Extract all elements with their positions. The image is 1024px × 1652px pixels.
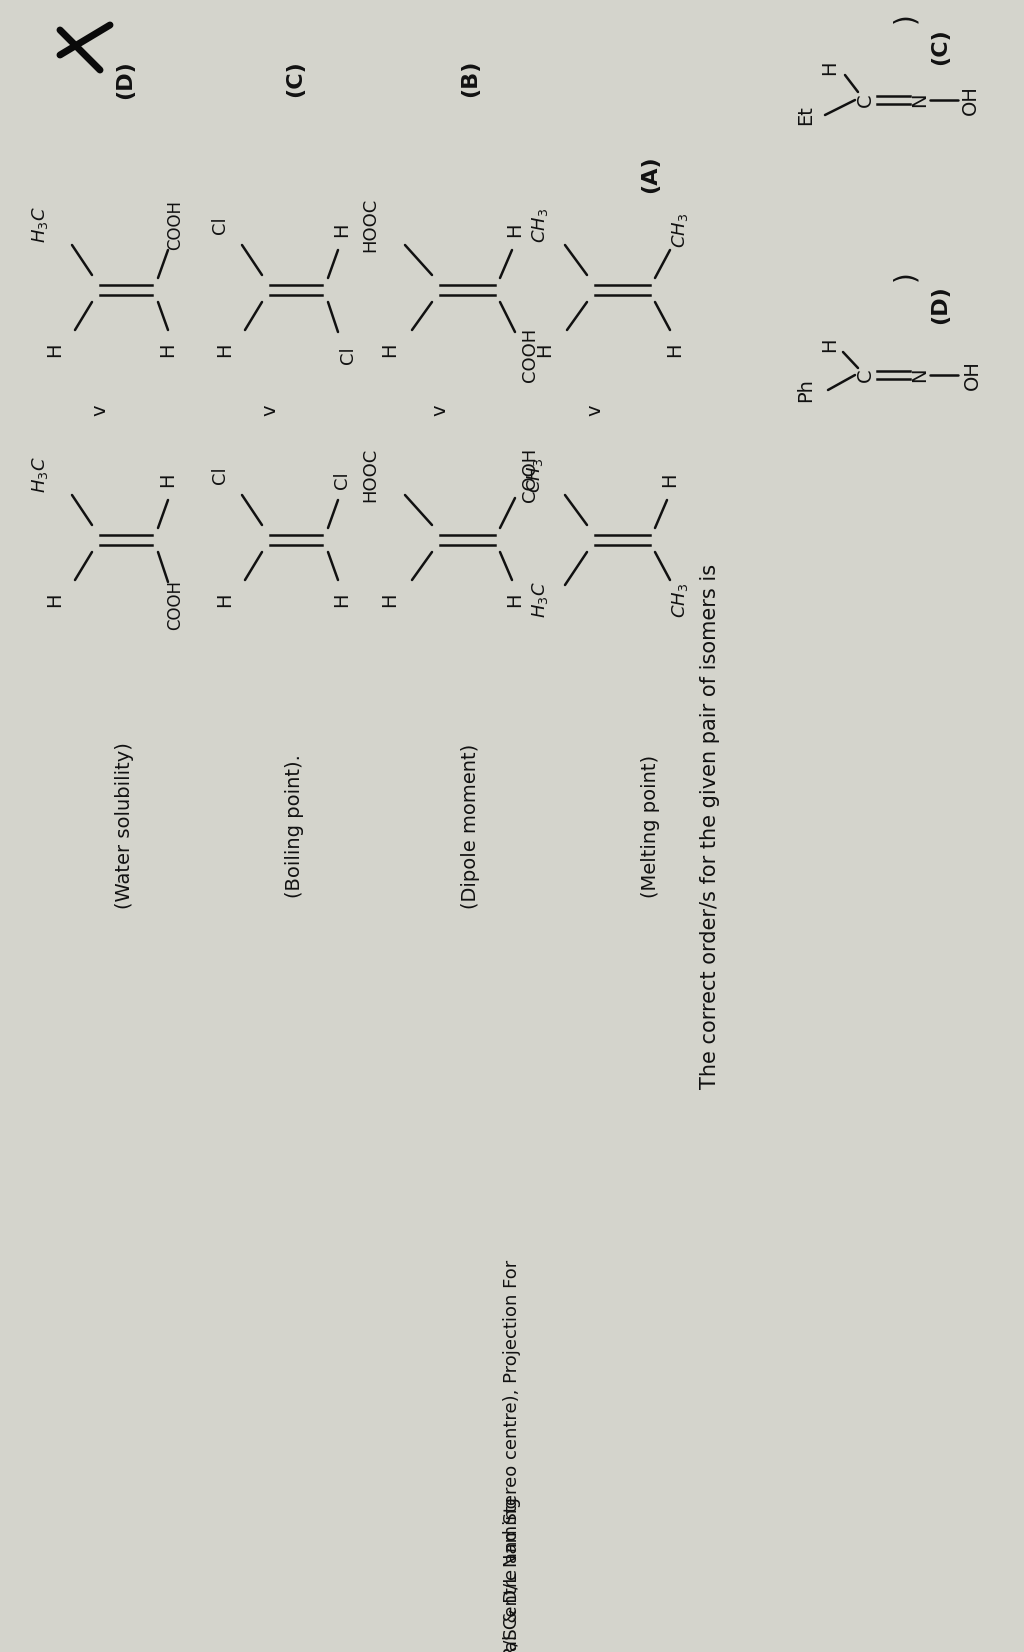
Text: H: H [215,593,234,608]
Text: H: H [506,223,524,238]
Text: Cl: Cl [211,466,229,484]
Text: v: v [90,405,110,416]
Text: (Water solubility): (Water solubility) [116,742,134,910]
Text: H: H [381,593,399,608]
Text: Et: Et [796,106,815,126]
Text: The correct order/s for the given pair of isomers is: The correct order/s for the given pair o… [700,563,720,1089]
Text: H: H [215,342,234,357]
Text: HOOC: HOOC [361,448,379,502]
Text: (A): (A) [640,155,660,193]
Text: COOH: COOH [166,200,184,249]
Text: C: C [855,368,874,382]
Text: ): ) [891,12,919,23]
Text: $H_3C$: $H_3C$ [30,206,50,243]
Text: Cl: Cl [333,471,351,489]
Text: OH: OH [961,84,980,116]
Text: H: H [333,593,351,608]
Text: $H_3C$: $H_3C$ [530,582,550,618]
Text: N: N [910,368,930,382]
Text: Cl: Cl [339,347,357,363]
Text: Ph: Ph [796,378,815,401]
Text: $CH_3$: $CH_3$ [670,583,690,618]
Text: ion (D) : Chiral carbon (Chiral Centre and Stereo centre), Projection For: ion (D) : Chiral carbon (Chiral Centre a… [503,1260,521,1652]
Text: (C): (C) [930,28,950,64]
Text: (Dipole moment): (Dipole moment) [461,743,479,909]
Text: (Boiling point).: (Boiling point). [286,753,304,899]
Text: H: H [381,342,399,357]
Text: (B): (B) [460,59,480,97]
Text: COOH: COOH [166,580,184,629]
Text: v: v [430,405,450,416]
Text: COOH: COOH [521,448,539,502]
Text: H: H [45,342,65,357]
Text: HOOC: HOOC [361,198,379,253]
Text: COOH: COOH [521,327,539,382]
Text: (Melting point): (Melting point) [640,755,659,897]
Text: v: v [586,405,604,416]
Text: OH: OH [963,360,981,390]
Text: H: H [820,61,840,76]
Text: tion (D) : R/S & D/L Naming: tion (D) : R/S & D/L Naming [503,1497,521,1652]
Text: $CH_3$: $CH_3$ [530,208,550,243]
Text: H: H [159,342,177,357]
Text: $H_3C$: $H_3C$ [30,456,50,494]
Text: H: H [660,472,680,487]
Text: ): ) [891,269,919,281]
Text: C: C [855,93,874,107]
Text: (C): (C) [285,59,305,97]
Text: H: H [666,342,684,357]
Text: H: H [45,593,65,608]
Text: v: v [260,405,280,416]
Text: H: H [820,337,840,352]
Text: $CH_3$: $CH_3$ [670,213,690,248]
Text: H: H [536,342,555,357]
Text: H: H [506,593,524,608]
Text: $CH_3$: $CH_3$ [525,458,545,492]
Text: (D): (D) [115,59,135,99]
Text: H: H [333,223,351,238]
Text: H: H [159,472,177,487]
Text: N: N [910,93,930,107]
Text: Cl: Cl [211,216,229,235]
Text: (D): (D) [930,286,950,324]
